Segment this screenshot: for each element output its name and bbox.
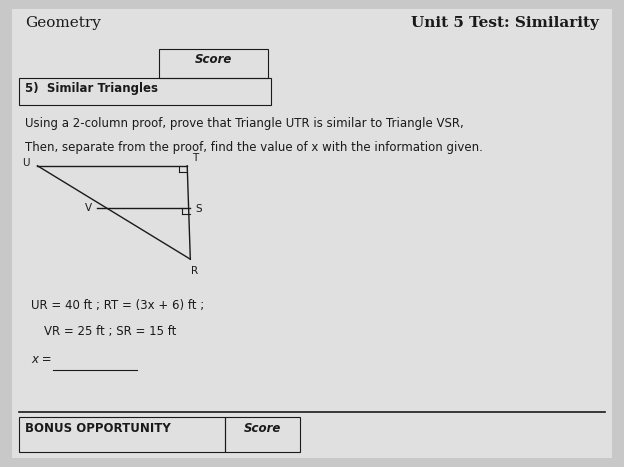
Bar	[225, 417, 300, 452]
Text: BONUS OPPORTUNITY: BONUS OPPORTUNITY	[25, 422, 171, 435]
Text: V: V	[85, 203, 92, 213]
Text: Geometry: Geometry	[25, 16, 101, 30]
Text: R: R	[190, 266, 198, 276]
Text: Using a 2-column proof, prove that Triangle UTR is similar to Triangle VSR,: Using a 2-column proof, prove that Trian…	[25, 117, 464, 130]
Text: Score: Score	[195, 53, 232, 66]
Text: UR = 40 ft ; RT = (3x + 6) ft ;: UR = 40 ft ; RT = (3x + 6) ft ;	[31, 299, 205, 312]
Text: 5)  Similar Triangles: 5) Similar Triangles	[25, 82, 158, 95]
Text: Score: Score	[243, 422, 281, 435]
Text: S: S	[195, 204, 202, 214]
Text: x =: x =	[31, 353, 52, 366]
Bar	[159, 49, 268, 78]
Bar	[19, 417, 225, 452]
Text: Unit 5 Test: Similarity: Unit 5 Test: Similarity	[411, 16, 599, 30]
Text: VR = 25 ft ; SR = 15 ft: VR = 25 ft ; SR = 15 ft	[44, 325, 176, 338]
Text: U: U	[22, 158, 30, 169]
Text: Then, separate from the proof, find the value of x with the information given.: Then, separate from the proof, find the …	[25, 141, 483, 154]
Bar	[19, 78, 271, 105]
Text: T: T	[192, 153, 198, 163]
